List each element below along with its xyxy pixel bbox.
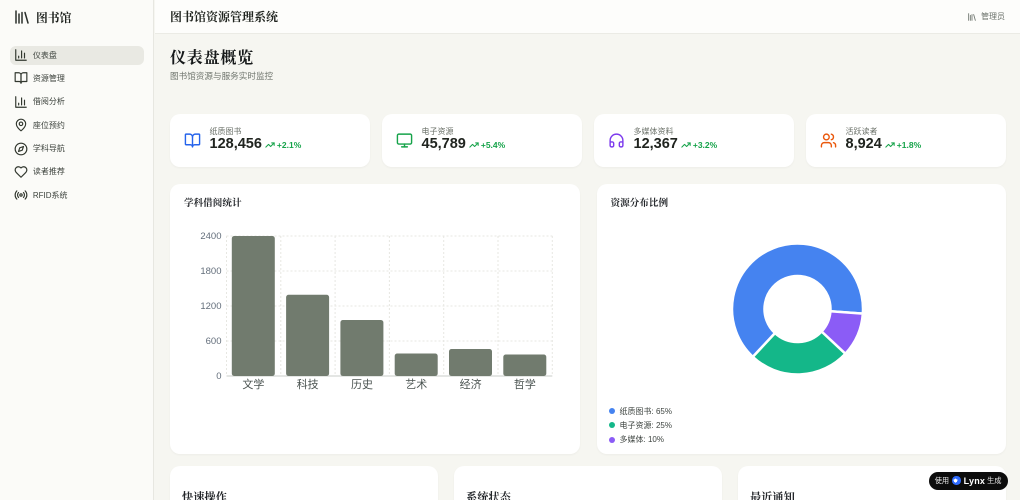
svg-text:经济: 经济 [460,377,482,391]
svg-text:1200: 1200 [200,301,221,312]
svg-text:科技: 科技 [297,377,319,391]
svg-text:历史: 历史 [351,378,373,391]
svg-text:2400: 2400 [200,231,221,242]
svg-text:0: 0 [216,371,221,382]
svg-text:600: 600 [206,336,222,347]
svg-text:艺术: 艺术 [405,378,427,391]
svg-text:文学: 文学 [242,377,264,391]
svg-text:哲学: 哲学 [514,377,536,391]
svg-text:1800: 1800 [200,266,221,277]
